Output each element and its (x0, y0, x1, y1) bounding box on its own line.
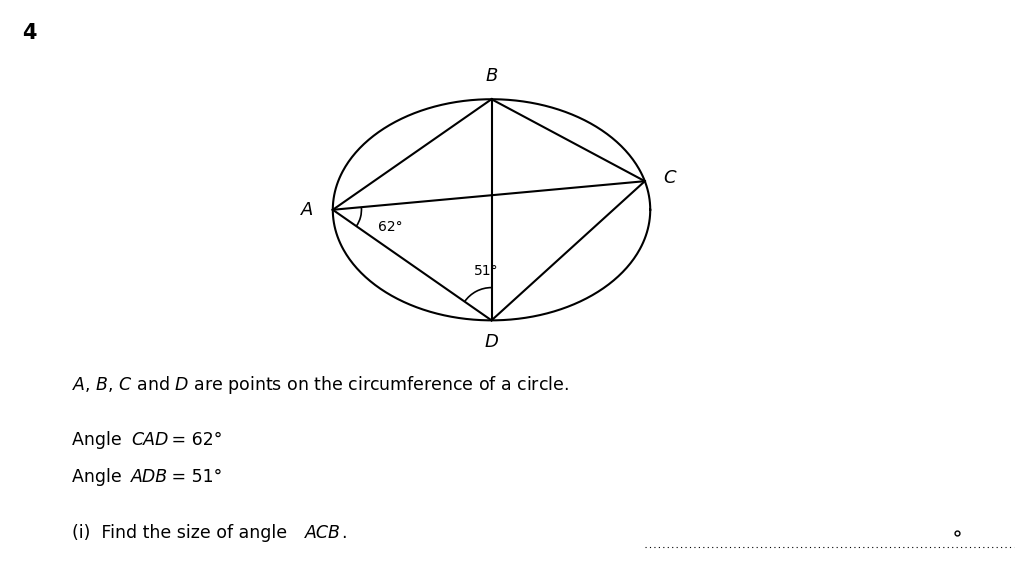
Text: Angle: Angle (72, 468, 127, 486)
Text: ACB: ACB (305, 524, 341, 543)
Text: 4: 4 (23, 23, 37, 43)
Text: $D$: $D$ (484, 333, 499, 351)
Text: CAD: CAD (131, 431, 168, 449)
Text: = 62°: = 62° (166, 431, 222, 449)
Text: $B$: $B$ (485, 67, 498, 85)
Text: ADB: ADB (131, 468, 168, 486)
Text: Angle: Angle (72, 431, 127, 449)
Text: = 51°: = 51° (166, 468, 222, 486)
Text: .: . (341, 524, 346, 543)
Text: $C$: $C$ (664, 170, 678, 187)
Text: $A$, $B$, $C$ and $D$ are points on the circumference of a circle.: $A$, $B$, $C$ and $D$ are points on the … (72, 374, 568, 396)
Text: 62°: 62° (378, 221, 402, 234)
Text: (i)  Find the size of angle: (i) Find the size of angle (72, 524, 292, 543)
Text: $A$: $A$ (300, 201, 314, 219)
Text: 51°: 51° (474, 264, 499, 278)
